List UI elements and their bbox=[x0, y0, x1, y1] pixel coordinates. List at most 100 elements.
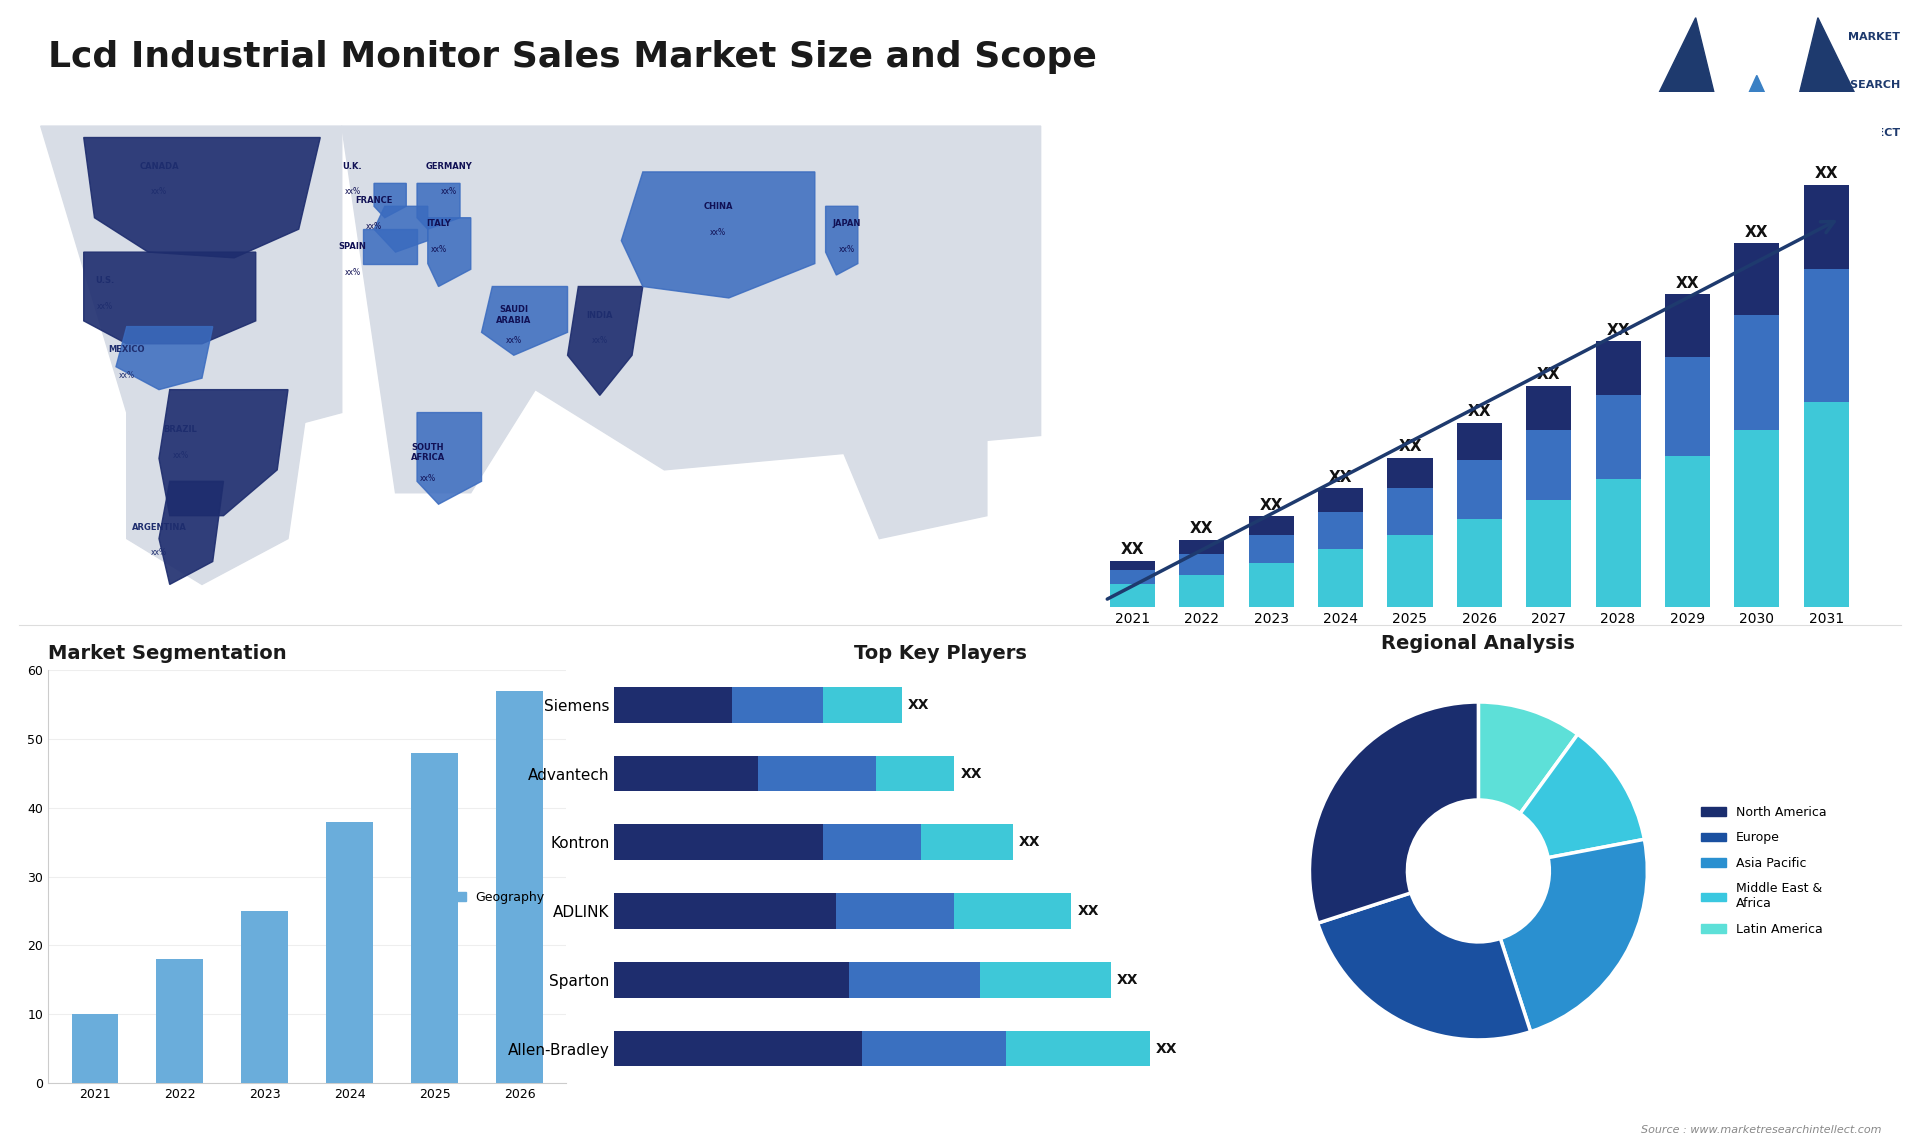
Polygon shape bbox=[1634, 17, 1726, 143]
Bar bbox=[1179, 574, 1225, 607]
Polygon shape bbox=[127, 390, 309, 584]
Text: xx%: xx% bbox=[839, 245, 854, 253]
Bar bbox=[1388, 535, 1432, 607]
Text: xx%: xx% bbox=[173, 452, 188, 460]
Bar bbox=[824, 686, 902, 723]
Bar bbox=[1665, 456, 1711, 607]
Bar bbox=[156, 959, 204, 1083]
Bar bbox=[954, 893, 1071, 929]
Polygon shape bbox=[363, 229, 417, 264]
Bar bbox=[1596, 395, 1640, 479]
Text: xx%: xx% bbox=[152, 188, 167, 196]
Bar bbox=[1803, 269, 1849, 402]
Polygon shape bbox=[482, 286, 568, 355]
Text: XX: XX bbox=[1190, 521, 1213, 536]
Bar bbox=[1388, 488, 1432, 535]
Bar bbox=[1596, 479, 1640, 607]
Text: XX: XX bbox=[1607, 323, 1630, 338]
Bar bbox=[979, 961, 1110, 998]
Text: xx%: xx% bbox=[591, 337, 609, 345]
Polygon shape bbox=[1788, 17, 1880, 143]
Text: BRAZIL: BRAZIL bbox=[163, 425, 198, 434]
Text: xx%: xx% bbox=[152, 549, 167, 557]
Text: ITALY: ITALY bbox=[426, 219, 451, 228]
Text: XX: XX bbox=[1260, 497, 1283, 512]
Text: XX: XX bbox=[1467, 405, 1492, 419]
Text: XX: XX bbox=[960, 767, 981, 780]
Text: Market Segmentation: Market Segmentation bbox=[48, 644, 286, 664]
Polygon shape bbox=[159, 390, 288, 516]
Text: XX: XX bbox=[1117, 973, 1139, 987]
Bar bbox=[1665, 295, 1711, 358]
Text: Lcd Industrial Monitor Sales Market Size and Scope: Lcd Industrial Monitor Sales Market Size… bbox=[48, 40, 1096, 74]
Text: XX: XX bbox=[1121, 542, 1144, 557]
Text: FRANCE: FRANCE bbox=[355, 196, 394, 205]
Polygon shape bbox=[568, 286, 643, 395]
Wedge shape bbox=[1500, 839, 1647, 1031]
Wedge shape bbox=[1309, 702, 1478, 924]
Text: XX: XX bbox=[1536, 367, 1561, 382]
Polygon shape bbox=[115, 327, 213, 390]
Bar bbox=[1179, 540, 1225, 554]
Bar bbox=[1110, 584, 1156, 607]
Polygon shape bbox=[342, 126, 1041, 493]
Text: CHINA: CHINA bbox=[703, 202, 733, 211]
Bar bbox=[1317, 549, 1363, 607]
Bar bbox=[1457, 423, 1501, 461]
Text: XX: XX bbox=[908, 698, 929, 712]
Polygon shape bbox=[417, 413, 482, 504]
Bar bbox=[495, 691, 543, 1083]
Text: GERMANY: GERMANY bbox=[426, 162, 472, 171]
Bar bbox=[837, 893, 954, 929]
Text: U.S.: U.S. bbox=[96, 276, 115, 285]
Title: Top Key Players: Top Key Players bbox=[854, 644, 1027, 664]
Bar bbox=[1803, 185, 1849, 269]
Bar bbox=[1317, 488, 1363, 511]
Text: xx%: xx% bbox=[442, 188, 457, 196]
Polygon shape bbox=[1726, 76, 1788, 143]
Bar bbox=[862, 1030, 1006, 1067]
Polygon shape bbox=[837, 435, 987, 539]
Bar bbox=[1596, 342, 1640, 395]
Bar bbox=[614, 686, 732, 723]
Text: INTELLECT: INTELLECT bbox=[1834, 128, 1901, 139]
Bar bbox=[614, 893, 837, 929]
Bar bbox=[1006, 1030, 1150, 1067]
Polygon shape bbox=[374, 206, 428, 252]
Polygon shape bbox=[417, 183, 461, 229]
Text: xx%: xx% bbox=[430, 245, 447, 253]
Text: XX: XX bbox=[1020, 835, 1041, 849]
Bar bbox=[1110, 560, 1156, 570]
Text: MARKET: MARKET bbox=[1849, 32, 1901, 42]
Bar bbox=[1248, 535, 1294, 563]
Bar bbox=[1734, 243, 1780, 315]
Bar bbox=[1526, 430, 1571, 500]
Bar bbox=[876, 755, 954, 792]
Text: SOUTH
AFRICA: SOUTH AFRICA bbox=[411, 444, 445, 462]
Bar bbox=[849, 961, 979, 998]
Bar bbox=[1665, 358, 1711, 456]
Text: XX: XX bbox=[1398, 439, 1421, 455]
Bar bbox=[1734, 430, 1780, 607]
Text: Source : www.marketresearchintellect.com: Source : www.marketresearchintellect.com bbox=[1642, 1124, 1882, 1135]
Text: XX: XX bbox=[1077, 904, 1100, 918]
Legend: Geography: Geography bbox=[436, 886, 549, 909]
Text: XX: XX bbox=[1156, 1042, 1177, 1055]
Polygon shape bbox=[622, 172, 814, 298]
Bar bbox=[1526, 385, 1571, 430]
Bar bbox=[614, 1030, 862, 1067]
Bar bbox=[922, 824, 1012, 861]
Bar bbox=[1110, 570, 1156, 584]
Text: xx%: xx% bbox=[119, 371, 134, 379]
Text: SPAIN: SPAIN bbox=[338, 242, 367, 251]
Text: MEXICO: MEXICO bbox=[108, 345, 146, 354]
Bar bbox=[1248, 563, 1294, 607]
Text: xx%: xx% bbox=[420, 474, 436, 482]
Text: INDIA: INDIA bbox=[586, 311, 612, 320]
Text: RESEARCH: RESEARCH bbox=[1834, 80, 1901, 91]
Polygon shape bbox=[159, 481, 223, 584]
Text: xx%: xx% bbox=[505, 337, 522, 345]
Bar bbox=[1248, 517, 1294, 535]
Text: XX: XX bbox=[1745, 225, 1768, 240]
Bar bbox=[1317, 511, 1363, 549]
